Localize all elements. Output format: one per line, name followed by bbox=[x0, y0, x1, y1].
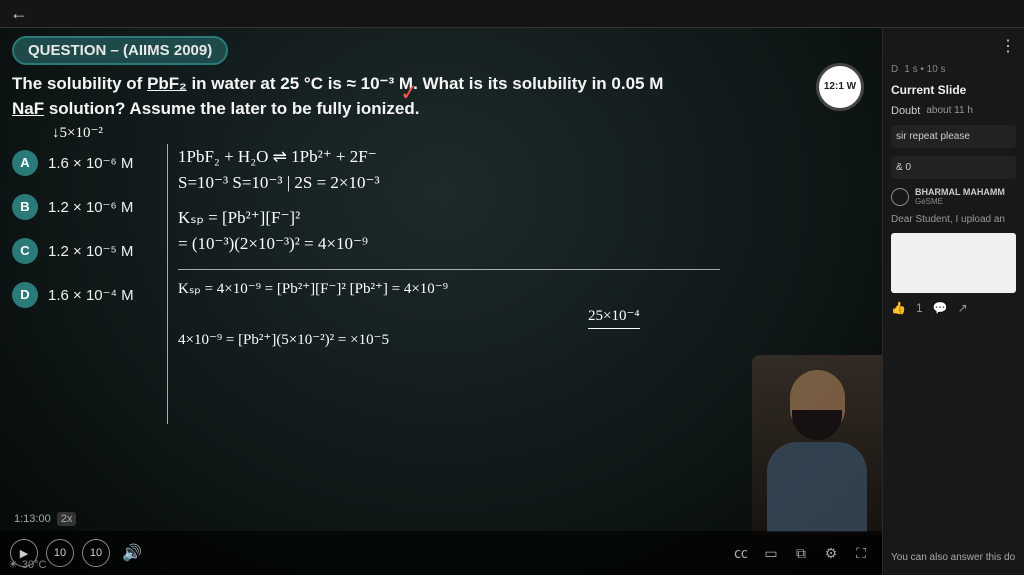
teacher-name: BHARMAL MAHAMM bbox=[915, 187, 1005, 197]
sidebar-tabs: D 1 s • 10 s bbox=[891, 64, 1016, 75]
q-text-underline: PbF₂ bbox=[147, 74, 187, 93]
fullscreen-icon[interactable]: ⛶ bbox=[850, 542, 872, 564]
video-player-area: QUESTION – (AIIMS 2009) 12:1 W ✓ The sol… bbox=[0, 28, 882, 575]
option-badge: A bbox=[12, 150, 38, 176]
q-text-part: in water at 25 °C is ≈ 10⁻³ M. What is i… bbox=[187, 74, 664, 93]
q-text-part: The solubility of bbox=[12, 74, 147, 93]
video-controls-bar: ▶ 10 10 🔊 ㏄ ▭ ⧉ ⚙ ⛶ bbox=[0, 531, 882, 575]
doubt-message[interactable]: sir repeat please bbox=[891, 125, 1016, 148]
main-layout: QUESTION – (AIIMS 2009) 12:1 W ✓ The sol… bbox=[0, 28, 1024, 575]
timestamp-value: 1:13:00 bbox=[14, 513, 51, 525]
doubt-message[interactable]: & 0 bbox=[891, 156, 1016, 179]
comment-icon[interactable]: 💬 bbox=[933, 301, 948, 315]
option-badge: B bbox=[12, 194, 38, 220]
attachment-card[interactable] bbox=[891, 233, 1016, 293]
video-timestamp: 1:13:00 2x bbox=[14, 513, 76, 525]
volume-icon[interactable]: 🔊 bbox=[118, 539, 146, 567]
doubt-time: about 11 h bbox=[926, 105, 973, 117]
option-a[interactable]: A 1.6 × 10⁻⁶ M bbox=[12, 150, 167, 176]
quality-icon[interactable]: ▭ bbox=[760, 542, 782, 564]
teacher-reply: Dear Student, I upload an bbox=[891, 214, 1016, 225]
captions-icon[interactable]: ㏄ bbox=[730, 542, 752, 564]
question-label-pill: QUESTION – (AIIMS 2009) bbox=[12, 36, 228, 65]
browser-top-bar: ← bbox=[0, 0, 1024, 28]
back-button[interactable]: ← bbox=[10, 3, 28, 24]
option-text: 1.6 × 10⁻⁶ M bbox=[48, 154, 133, 172]
question-line-2: NaF solution? Assume the later to be ful… bbox=[12, 98, 870, 121]
settings-icon[interactable]: ⚙ bbox=[820, 542, 842, 564]
hand-line: 1PbF₂ + H₂O ⇌ 1Pb²⁺ + 2F⁻ bbox=[178, 144, 870, 170]
sidebar-tab[interactable]: D bbox=[891, 64, 898, 75]
teacher-row: BHARMAL MAHAMM GeSME bbox=[891, 187, 1016, 206]
instructor-beard bbox=[792, 410, 842, 440]
brand-logo-text: 12:1 W bbox=[824, 82, 856, 92]
question-line-1: The solubility of PbF₂ in water at 25 °C… bbox=[12, 73, 870, 96]
pip-icon[interactable]: ⧉ bbox=[790, 542, 812, 564]
hand-line: S=10⁻³ S=10⁻³ | 2S = 2×10⁻³ bbox=[178, 170, 870, 196]
hand-line: Kₛₚ = 4×10⁻⁹ = [Pb²⁺][F⁻]² [Pb²⁺] = 4×10… bbox=[178, 278, 870, 301]
avatar-icon bbox=[891, 188, 909, 206]
q-text-part: solution? Assume the later to be fully i… bbox=[44, 99, 419, 118]
hand-line: 4×10⁻⁹ = [Pb²⁺](5×10⁻²)² = ×10⁻5 bbox=[178, 329, 870, 352]
instructor-video-overlay bbox=[752, 355, 882, 535]
content-row: A 1.6 × 10⁻⁶ M B 1.2 × 10⁻⁶ M C 1.2 × 10… bbox=[12, 144, 870, 424]
instructor-body bbox=[767, 442, 867, 532]
rewind-10-button[interactable]: 10 bbox=[46, 539, 74, 567]
option-d[interactable]: D 1.6 × 10⁻⁴ M bbox=[12, 282, 167, 308]
playback-speed[interactable]: 2x bbox=[57, 512, 77, 526]
sidebar-tab-small: 1 s • 10 s bbox=[904, 64, 945, 75]
weather-icon: ☀ bbox=[8, 558, 18, 571]
option-text: 1.6 × 10⁻⁴ M bbox=[48, 286, 134, 304]
options-column: A 1.6 × 10⁻⁶ M B 1.2 × 10⁻⁶ M C 1.2 × 10… bbox=[12, 144, 167, 326]
sidebar-title: Current Slide bbox=[891, 83, 1016, 97]
like-count: 1 bbox=[916, 301, 923, 315]
instructor-head bbox=[790, 370, 845, 430]
doubt-label: Doubt bbox=[891, 105, 920, 117]
sidebar-footer-text: You can also answer this do bbox=[891, 548, 1016, 567]
share-icon[interactable]: ↗ bbox=[958, 301, 968, 315]
option-text: 1.2 × 10⁻⁵ M bbox=[48, 242, 133, 260]
weather-temp: 30°C bbox=[22, 559, 47, 571]
q-text-underline: NaF bbox=[12, 99, 44, 118]
option-b[interactable]: B 1.2 × 10⁻⁶ M bbox=[12, 194, 167, 220]
hand-line: 25×10⁻⁴ bbox=[588, 305, 640, 329]
like-icon[interactable]: 👍 bbox=[891, 301, 906, 315]
sidebar-actions: 👍 1 💬 ↗ bbox=[891, 301, 1016, 315]
sidebar-menu-icon[interactable]: ⋮ bbox=[891, 36, 1016, 56]
brand-logo: 12:1 W bbox=[816, 63, 864, 111]
right-sidebar: ⋮ D 1 s • 10 s Current Slide Doubt about… bbox=[882, 28, 1024, 575]
doubt-header: Doubt about 11 h bbox=[891, 105, 1016, 117]
hand-line: = (10⁻³)(2×10⁻³)² = 4×10⁻⁹ bbox=[178, 231, 870, 257]
checkmark-annotation: ✓ bbox=[399, 79, 420, 107]
option-c[interactable]: C 1.2 × 10⁻⁵ M bbox=[12, 238, 167, 264]
option-badge: D bbox=[12, 282, 38, 308]
hand-line: Kₛₚ = [Pb²⁺][F⁻]² bbox=[178, 205, 870, 231]
taskbar-weather[interactable]: ☀ 30°C bbox=[8, 558, 46, 571]
hand-annotation-top: ↓5×10⁻² bbox=[52, 123, 870, 142]
option-text: 1.2 × 10⁻⁶ M bbox=[48, 198, 133, 216]
teacher-sub: GeSME bbox=[915, 197, 1005, 206]
forward-10-button[interactable]: 10 bbox=[82, 539, 110, 567]
option-badge: C bbox=[12, 238, 38, 264]
